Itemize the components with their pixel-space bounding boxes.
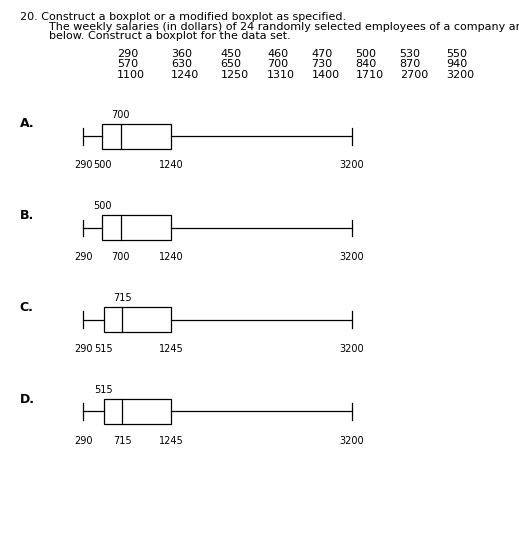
Bar (104, 307, 171, 332)
Text: The weekly salaries (in dollars) of 24 randomly selected employees of a company : The weekly salaries (in dollars) of 24 r… (49, 22, 519, 32)
Text: 840: 840 (356, 59, 377, 70)
Text: 515: 515 (94, 344, 113, 354)
Text: 360: 360 (171, 49, 192, 59)
Text: 460: 460 (267, 49, 289, 59)
Text: 1240: 1240 (158, 160, 183, 170)
Text: 290: 290 (74, 160, 92, 170)
Text: 715: 715 (113, 293, 132, 303)
Text: 1100: 1100 (117, 70, 145, 80)
Text: 450: 450 (221, 49, 242, 59)
Text: 3200: 3200 (340, 160, 364, 170)
Text: 1310: 1310 (267, 70, 295, 80)
Text: C.: C. (20, 301, 34, 314)
Bar (102, 216, 171, 240)
Text: 700: 700 (267, 59, 289, 70)
Text: 1245: 1245 (159, 344, 184, 354)
Text: 1240: 1240 (171, 70, 199, 80)
Text: 530: 530 (400, 49, 420, 59)
Text: 700: 700 (112, 252, 130, 262)
Text: 1710: 1710 (356, 70, 384, 80)
Text: 940: 940 (446, 59, 468, 70)
Text: 650: 650 (221, 59, 241, 70)
Text: 700: 700 (112, 110, 130, 120)
Text: 730: 730 (311, 59, 333, 70)
Text: 290: 290 (74, 436, 92, 445)
Text: 290: 290 (74, 252, 92, 262)
Text: 500: 500 (93, 201, 112, 211)
Text: 3200: 3200 (340, 344, 364, 354)
Bar (102, 124, 171, 148)
Text: 3200: 3200 (340, 252, 364, 262)
Text: 3200: 3200 (340, 436, 364, 445)
Text: 715: 715 (113, 436, 132, 445)
Text: 290: 290 (74, 344, 92, 354)
Text: 515: 515 (94, 385, 113, 395)
Text: 1245: 1245 (159, 436, 184, 445)
Text: 2700: 2700 (400, 70, 428, 80)
Text: D.: D. (20, 393, 35, 406)
Text: 500: 500 (356, 49, 376, 59)
Text: 550: 550 (446, 49, 467, 59)
Text: 470: 470 (311, 49, 333, 59)
Text: 570: 570 (117, 59, 138, 70)
Text: 500: 500 (93, 160, 112, 170)
Text: 630: 630 (171, 59, 192, 70)
Bar (104, 399, 171, 424)
Text: 3200: 3200 (446, 70, 474, 80)
Text: 290: 290 (117, 49, 138, 59)
Text: A.: A. (20, 117, 34, 131)
Text: B.: B. (20, 209, 34, 222)
Text: below. Construct a boxplot for the data set.: below. Construct a boxplot for the data … (49, 31, 291, 41)
Text: 1240: 1240 (158, 252, 183, 262)
Text: 1400: 1400 (311, 70, 339, 80)
Text: 870: 870 (400, 59, 421, 70)
Text: 1250: 1250 (221, 70, 249, 80)
Text: 20. Construct a boxplot or a modified boxplot as specified.: 20. Construct a boxplot or a modified bo… (20, 12, 346, 22)
